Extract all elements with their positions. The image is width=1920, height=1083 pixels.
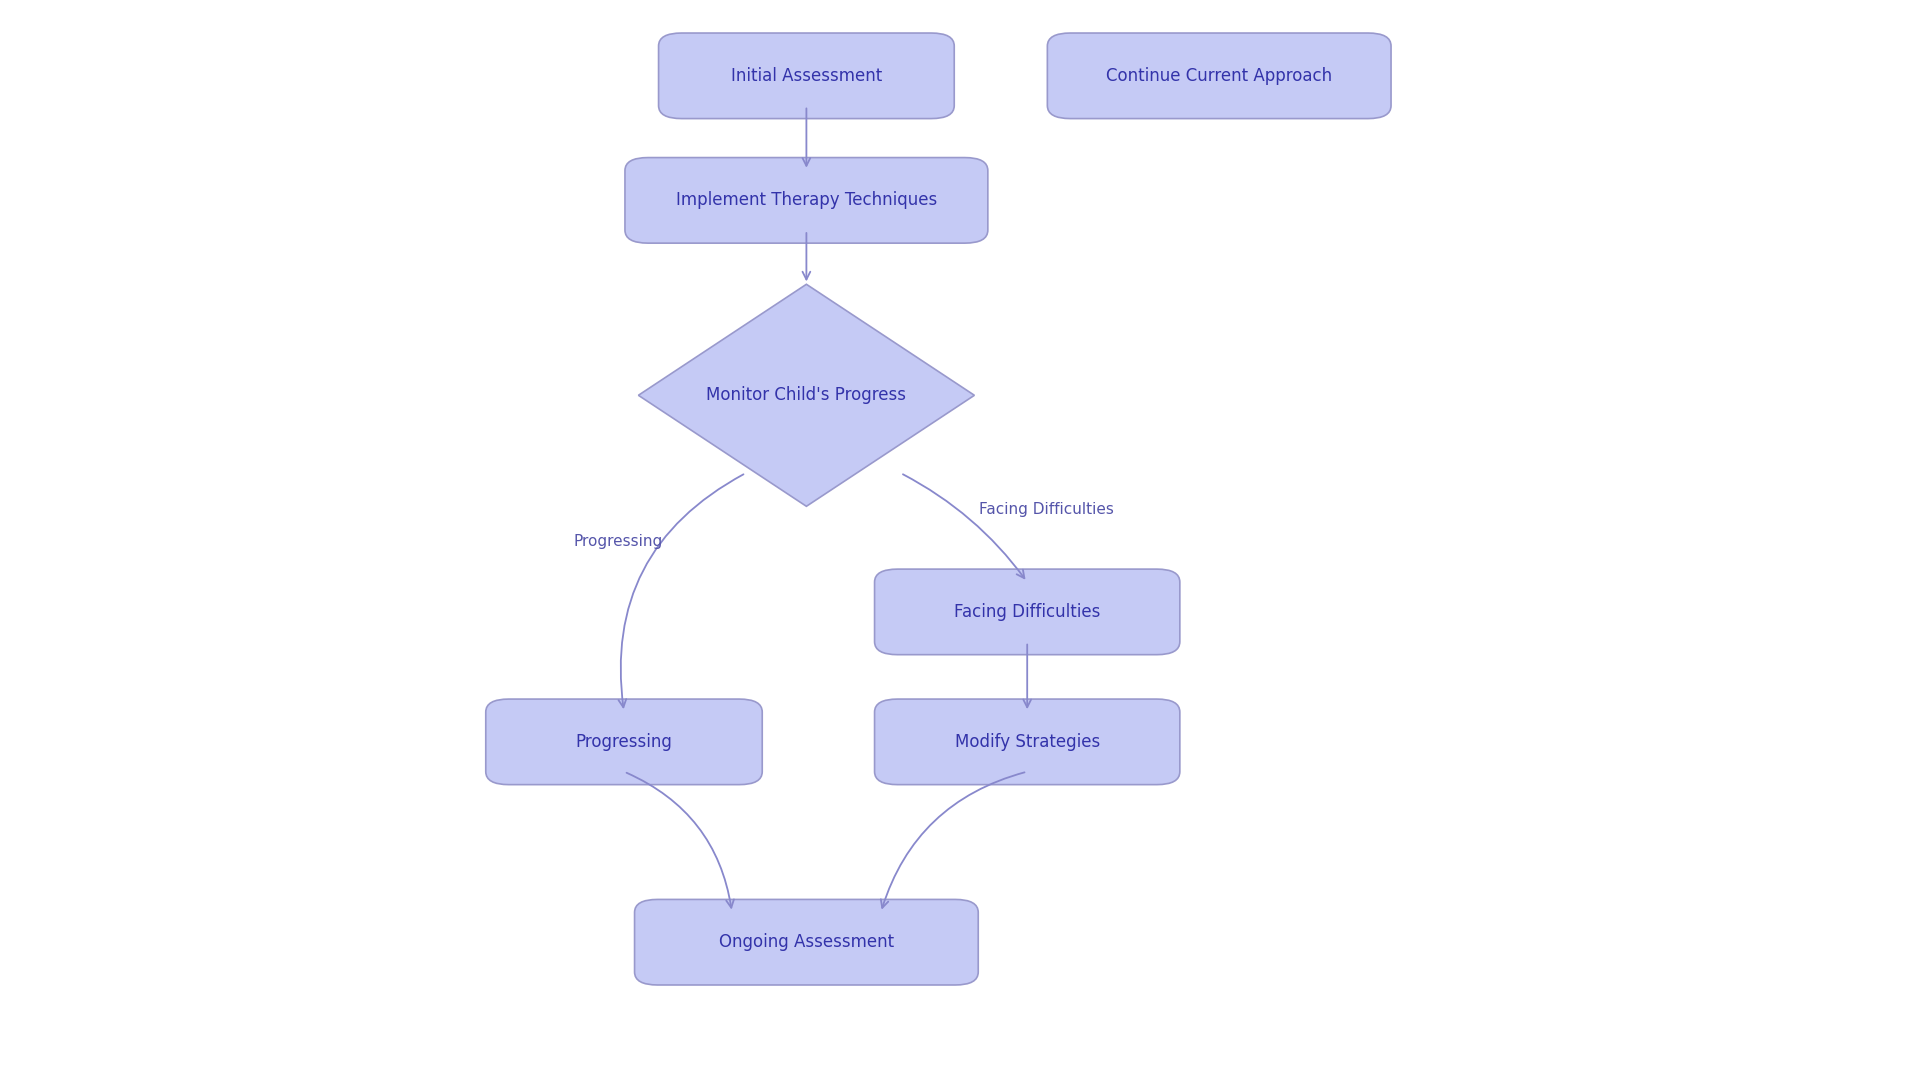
Text: Modify Strategies: Modify Strategies <box>954 733 1100 751</box>
Text: Progressing: Progressing <box>576 733 672 751</box>
Text: Facing Difficulties: Facing Difficulties <box>954 603 1100 621</box>
FancyBboxPatch shape <box>876 570 1179 654</box>
FancyBboxPatch shape <box>1048 34 1390 119</box>
Text: Progressing: Progressing <box>574 534 662 549</box>
FancyBboxPatch shape <box>486 700 762 784</box>
FancyBboxPatch shape <box>624 158 987 244</box>
FancyBboxPatch shape <box>659 34 954 119</box>
Text: Facing Difficulties: Facing Difficulties <box>979 501 1114 517</box>
Text: Monitor Child's Progress: Monitor Child's Progress <box>707 387 906 404</box>
Polygon shape <box>637 284 973 507</box>
FancyBboxPatch shape <box>634 899 977 986</box>
Text: Initial Assessment: Initial Assessment <box>732 67 881 84</box>
FancyBboxPatch shape <box>876 700 1179 784</box>
Text: Implement Therapy Techniques: Implement Therapy Techniques <box>676 192 937 209</box>
Text: Ongoing Assessment: Ongoing Assessment <box>718 934 895 951</box>
Text: Continue Current Approach: Continue Current Approach <box>1106 67 1332 84</box>
